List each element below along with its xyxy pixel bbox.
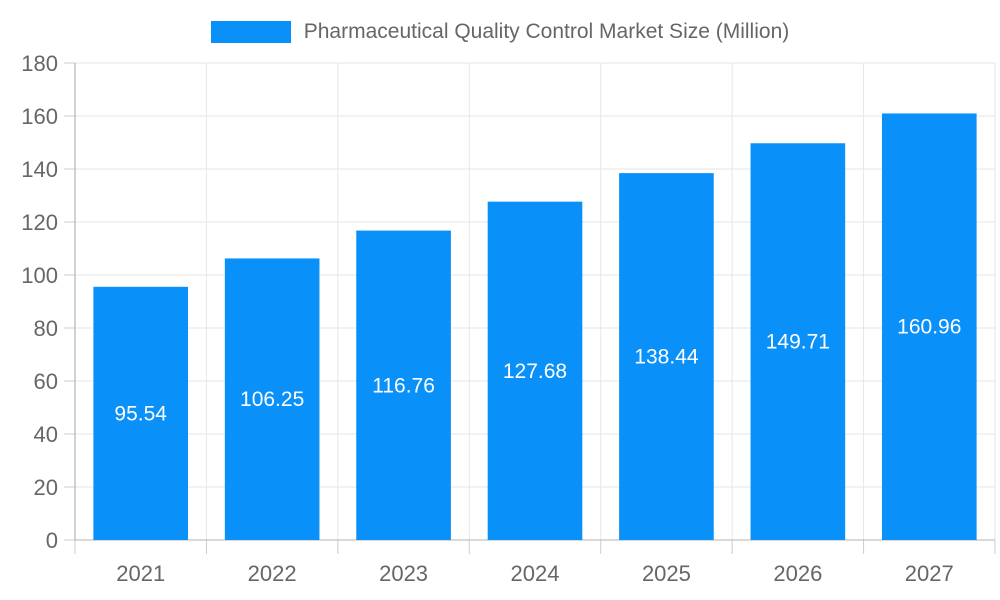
y-tick-label: 100 xyxy=(21,263,58,288)
y-tick-label: 40 xyxy=(34,422,58,447)
legend[interactable]: Pharmaceutical Quality Control Market Si… xyxy=(0,20,1000,44)
y-tick-label: 140 xyxy=(21,157,58,182)
bar[interactable] xyxy=(619,173,714,540)
bar[interactable] xyxy=(750,143,846,540)
bar[interactable] xyxy=(487,201,583,540)
bar-value-label: 138.44 xyxy=(634,346,699,369)
y-tick-label: 80 xyxy=(34,316,58,341)
bar-value-label: 160.96 xyxy=(897,316,961,339)
y-tick-label: 0 xyxy=(46,528,58,553)
y-tick-label: 160 xyxy=(21,104,58,129)
bar[interactable] xyxy=(93,286,189,540)
bar[interactable] xyxy=(881,113,977,541)
x-tick-label: 2027 xyxy=(905,561,954,586)
y-tick-label: 180 xyxy=(21,51,58,76)
legend-label: Pharmaceutical Quality Control Market Si… xyxy=(303,20,790,43)
bar-value-label: 149.71 xyxy=(766,331,830,354)
x-tick-label: 2026 xyxy=(773,561,822,586)
x-tick-label: 2021 xyxy=(116,561,165,586)
bar-value-label: 106.25 xyxy=(240,388,304,411)
x-tick-label: 2023 xyxy=(379,561,428,586)
x-tick-label: 2024 xyxy=(511,561,560,586)
bar-value-label: 127.68 xyxy=(503,360,567,383)
x-tick-label: 2022 xyxy=(248,561,297,586)
y-tick-label: 20 xyxy=(34,475,58,500)
bar-value-label: 95.54 xyxy=(114,402,167,425)
legend-swatch xyxy=(210,21,291,43)
y-tick-label: 60 xyxy=(34,369,58,394)
x-tick-label: 2025 xyxy=(642,561,691,586)
bar-value-label: 116.76 xyxy=(372,374,435,397)
y-tick-label: 120 xyxy=(21,210,58,235)
bar[interactable] xyxy=(356,230,451,540)
bar[interactable] xyxy=(224,258,320,540)
